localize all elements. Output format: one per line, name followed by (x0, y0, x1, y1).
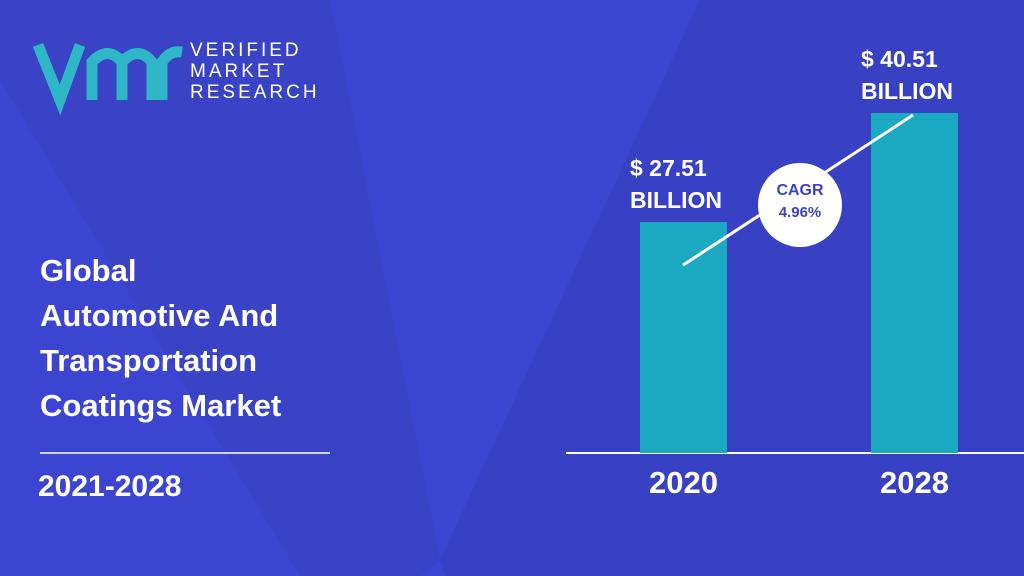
cagr-value: 4.96% (778, 204, 822, 221)
period: 2021-2028 (38, 470, 182, 503)
cagr-label: CAGR (776, 182, 824, 199)
title-line: Coatings Market (40, 388, 282, 423)
title: Global Automotive And Transportation Coatin… (40, 248, 281, 428)
logo-text: VERIFIED MARKET RESEARCH (190, 40, 320, 103)
logo-line: VERIFIED (190, 40, 302, 61)
title-line: Automotive And (40, 298, 279, 333)
x-tick-label: 2028 (880, 465, 949, 500)
value-label: $ 40.51 BILLION (861, 46, 953, 104)
bar (871, 113, 958, 453)
bar (640, 222, 727, 453)
title-line: Global (40, 253, 137, 288)
x-tick-label: 2020 (649, 465, 718, 500)
cagr-badge: CAGR 4.96% (758, 180, 842, 224)
logo-line: RESEARCH (190, 82, 320, 103)
logo-mark (32, 42, 183, 116)
v-shape-left (0, 0, 440, 576)
title-line: Transportation (40, 343, 258, 378)
cagr-circle (758, 163, 842, 247)
value-label: $ 27.51 BILLION (630, 155, 722, 214)
logo-line: MARKET (190, 61, 288, 82)
